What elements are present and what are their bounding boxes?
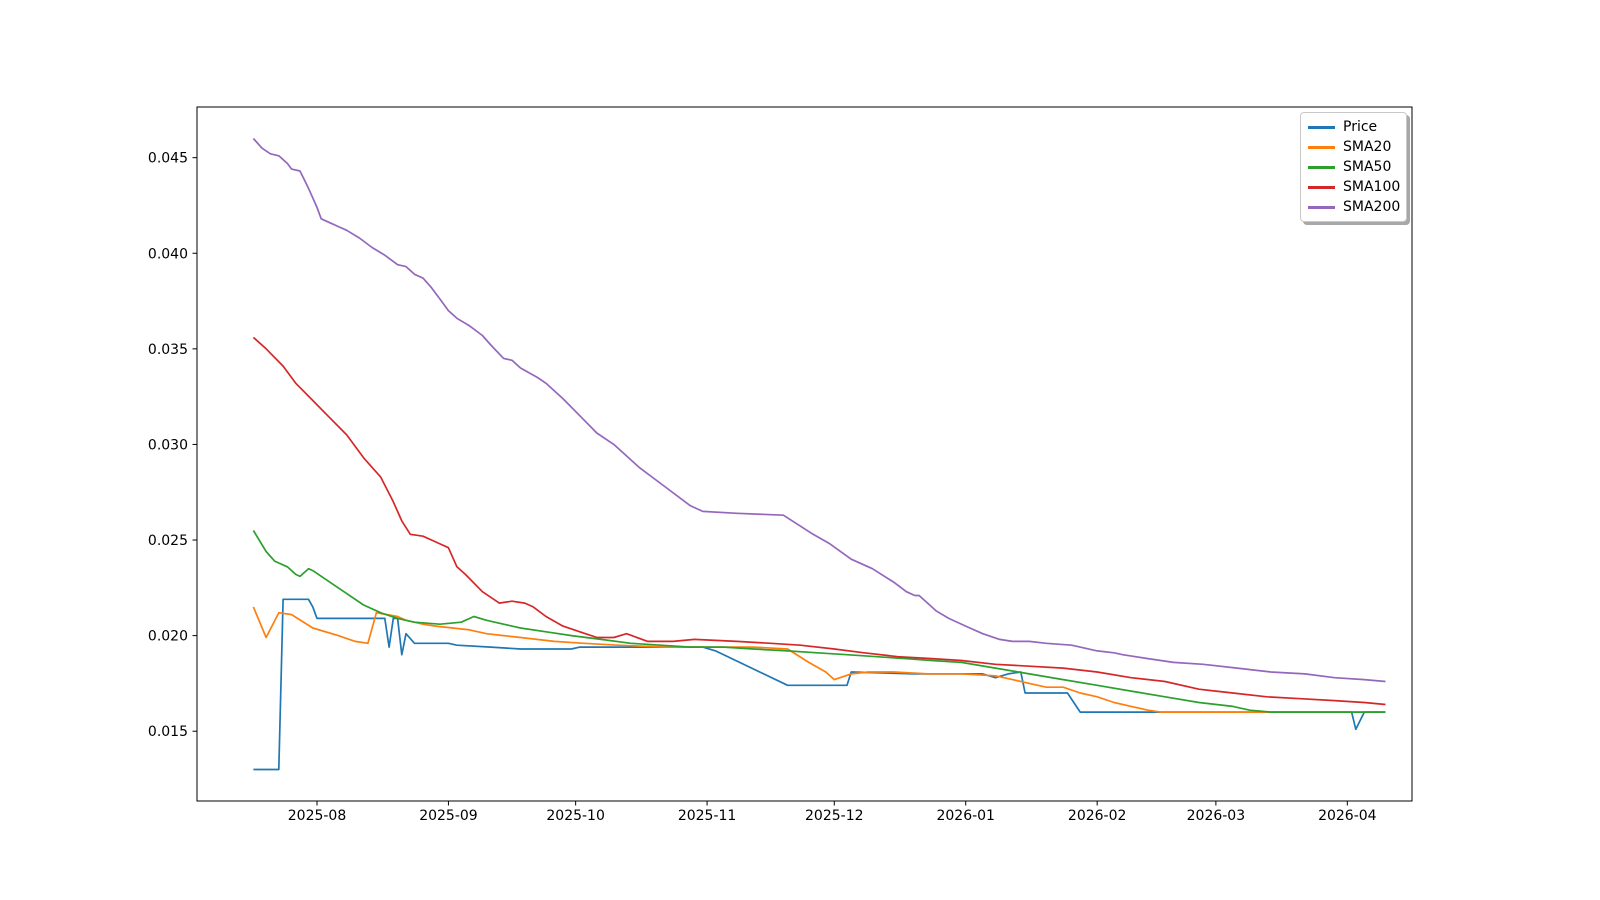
legend-line-swatch-icon [1308,205,1335,209]
legend-item-price: Price [1308,117,1398,137]
legend-label: Price [1343,119,1378,135]
series-line-sma200 [252,137,1386,683]
y-tick-label: 0.025 [148,533,188,549]
series-line-price [253,598,1386,771]
x-tick-label: 2025-09 [419,808,478,824]
y-tick-label: 0.035 [148,342,188,358]
x-tick-label: 2025-08 [288,808,347,824]
y-tick-label: 0.020 [148,629,188,645]
legend-line-swatch-icon [1308,145,1335,149]
legend-label: SMA200 [1343,199,1401,215]
legend-label: SMA100 [1343,179,1401,195]
y-tick-label: 0.045 [148,151,188,167]
x-tick-label: 2026-02 [1068,808,1127,824]
plot-border [196,106,1413,802]
legend-line-swatch-icon [1308,165,1335,169]
legend-item-sma20: SMA20 [1308,137,1398,157]
legend-line-swatch-icon [1308,125,1335,129]
x-tick-label: 2025-10 [546,808,605,824]
x-tick-label: 2026-01 [936,808,995,824]
x-tick-label: 2026-04 [1318,808,1377,824]
legend-item-sma200: SMA200 [1308,197,1401,217]
legend-item-sma100: SMA100 [1308,177,1401,197]
x-tick-label: 2026-03 [1187,808,1246,824]
y-tick-label: 0.030 [148,437,188,453]
x-tick-label: 2025-11 [678,808,737,824]
legend-line-swatch-icon [1308,185,1335,189]
y-tick-label: 0.040 [148,246,188,262]
legend-label: SMA20 [1343,139,1392,155]
series-line-sma50 [252,530,1386,713]
series-line-sma100 [252,336,1386,706]
y-tick-label: 0.015 [148,724,188,740]
legend-item-sma50: SMA50 [1308,157,1398,177]
legend: Price SMA20 SMA50 SMA100 SMA200 [1300,112,1407,222]
legend-label: SMA50 [1343,159,1392,175]
x-tick-label: 2025-12 [805,808,864,824]
